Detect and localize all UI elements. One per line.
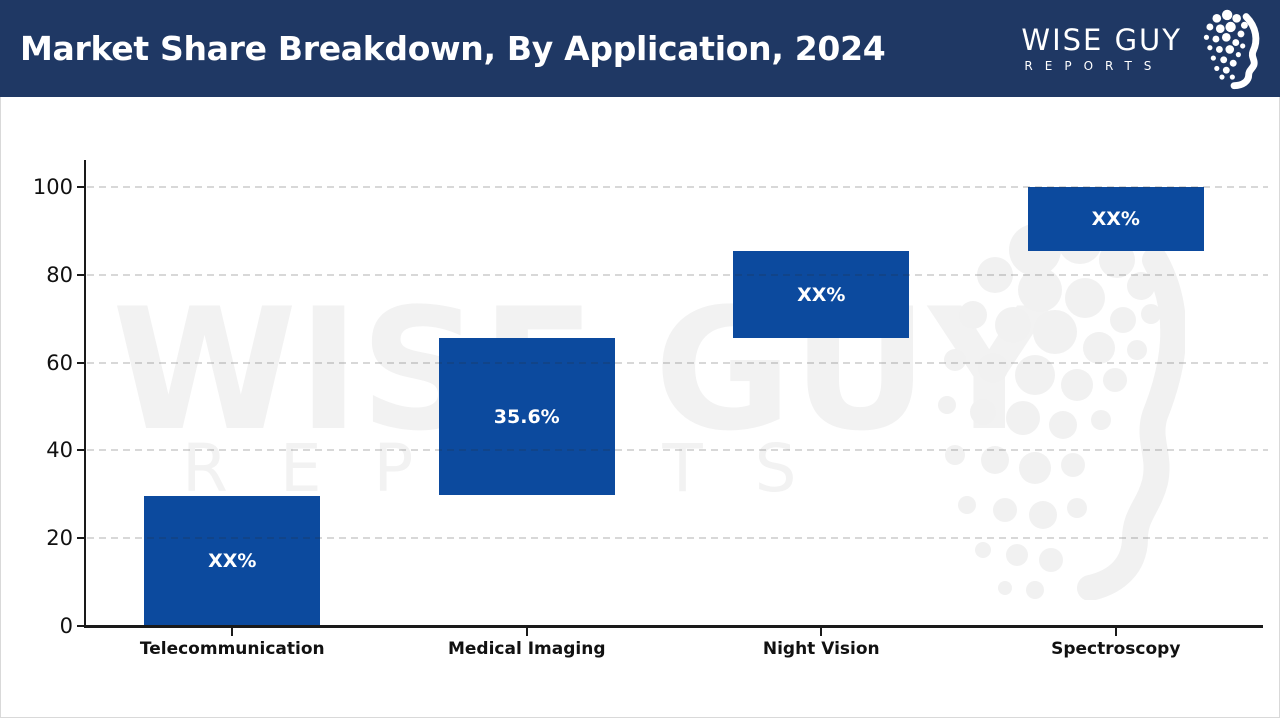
- x-category-label-spectroscopy: Spectroscopy: [1051, 639, 1181, 659]
- y-tick-60: [77, 361, 85, 364]
- gridline-60: [87, 361, 1268, 364]
- bar-value-label-medical-imaging: 35.6%: [493, 405, 560, 428]
- x-category-label-telecommunication: Telecommunication: [139, 639, 325, 659]
- y-tick-label-60: 60: [46, 350, 73, 375]
- y-tick-label-100: 100: [32, 175, 73, 199]
- bar-value-label-spectroscopy: XX%: [1091, 207, 1140, 230]
- bar-medical-imaging: 35.6%: [438, 338, 615, 495]
- y-tick-label-80: 80: [46, 262, 73, 287]
- gridline-80: [87, 273, 1268, 276]
- bar-telecommunication: XX%: [144, 496, 321, 626]
- gridline-100: [87, 186, 1268, 188]
- brand-name: WISE GUY: [1021, 22, 1182, 57]
- brand-subname: REPORTS: [1024, 58, 1164, 73]
- x-axis-line: [85, 625, 1263, 628]
- page-title: Market Share Breakdown, By Application, …: [20, 29, 886, 68]
- brand-logo-text: WISE GUY REPORTS: [1021, 22, 1182, 73]
- y-tick-20: [77, 537, 85, 540]
- x-category-label-night-vision: Night Vision: [762, 639, 880, 659]
- x-tick-telecommunication: [231, 627, 234, 636]
- brand-head-dots-icon: [1203, 9, 1260, 89]
- bar-night-vision: XX%: [733, 251, 910, 339]
- gridline-40: [87, 449, 1268, 452]
- y-tick-0: [77, 625, 85, 627]
- x-tick-spectroscopy: [1114, 627, 1117, 636]
- y-tick-label-20: 20: [46, 526, 73, 551]
- y-tick-80: [77, 273, 85, 276]
- y-tick-label-40: 40: [46, 438, 73, 463]
- x-tick-medical-imaging: [525, 627, 528, 636]
- y-axis-line: [84, 160, 86, 628]
- bar-value-label-night-vision: XX%: [797, 283, 846, 306]
- y-tick-100: [77, 186, 85, 188]
- y-tick-40: [77, 449, 85, 452]
- y-tick-label-0: 0: [59, 614, 73, 638]
- brand-logo: WISE GUY REPORTS: [1021, 8, 1266, 90]
- header-bar: Market Share Breakdown, By Application, …: [0, 0, 1280, 97]
- bar-value-label-telecommunication: XX%: [208, 550, 257, 573]
- gridline-20: [87, 537, 1268, 540]
- x-category-label-medical-imaging: Medical Imaging: [447, 639, 606, 659]
- x-tick-night-vision: [820, 627, 823, 636]
